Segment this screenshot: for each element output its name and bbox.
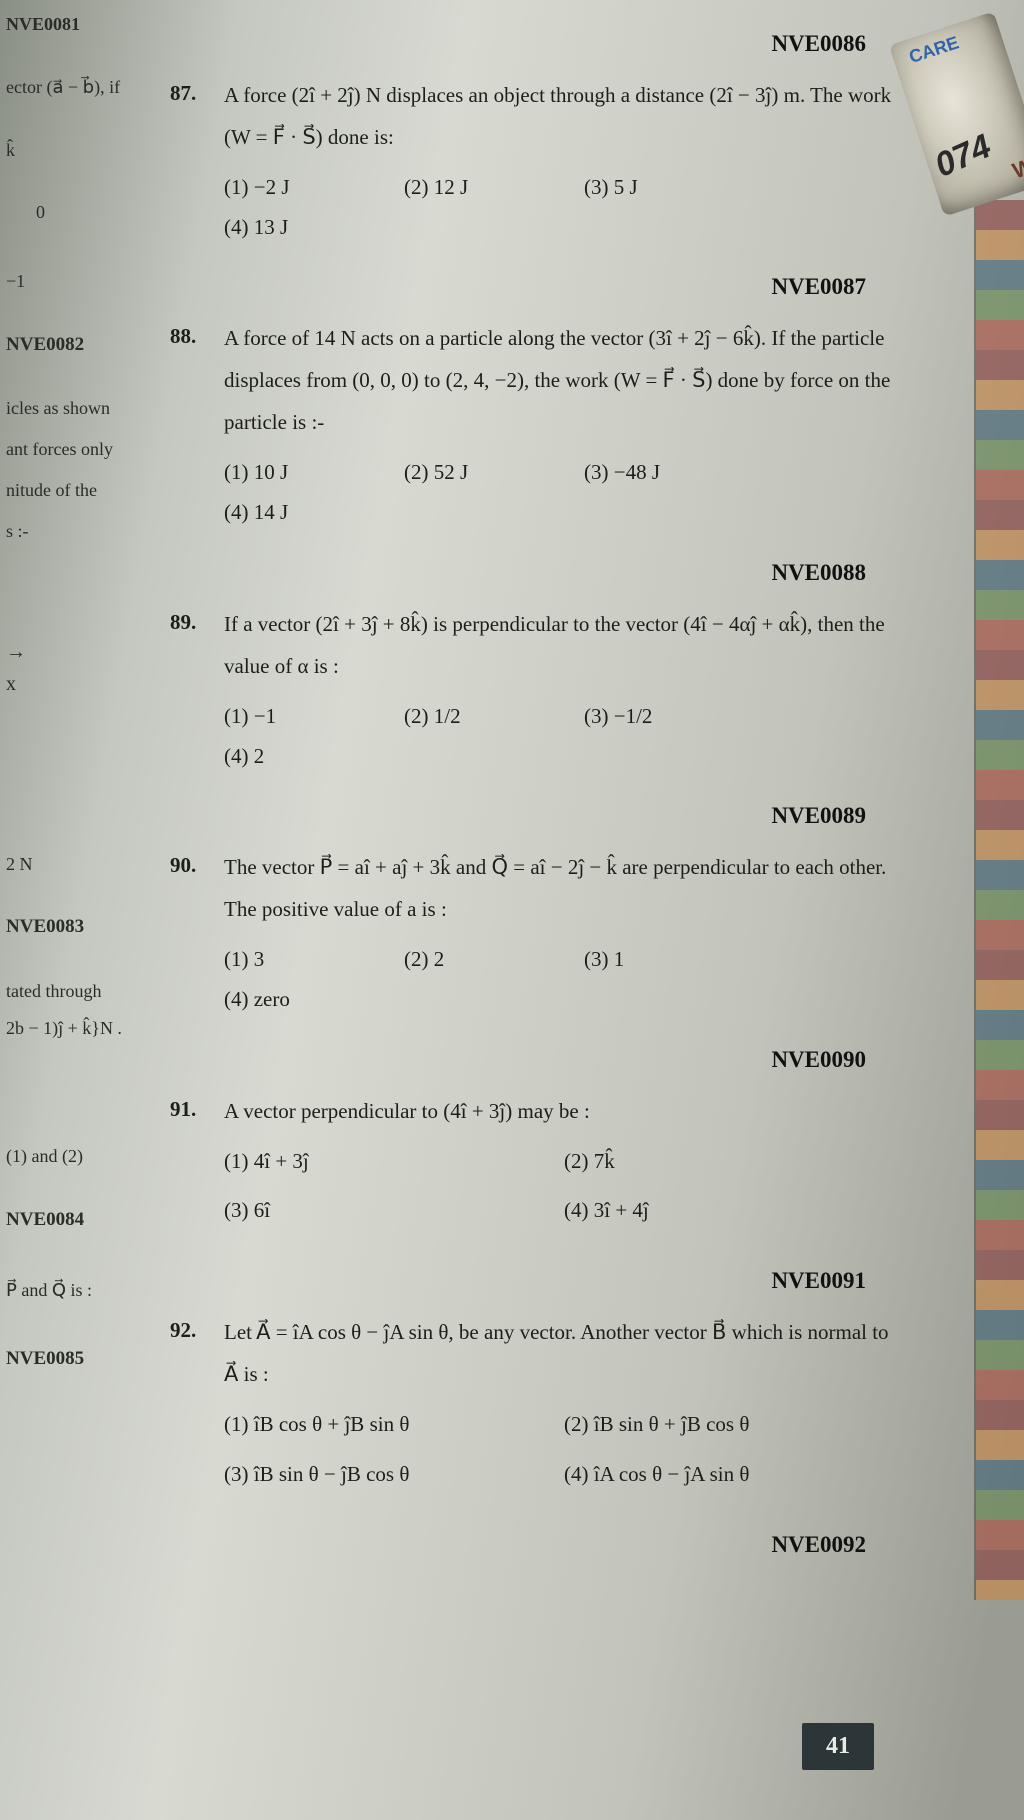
question-column: NVE0086 87. A force (2î + 2ĵ) N displace… [160,0,920,1593]
q92-opt1: (1) îB cos θ + ĵB sin θ [224,1405,524,1445]
q90-number: 90. [170,846,224,1026]
left-frag-tated: tated through [6,977,154,1006]
q88-opt1: (1) 10 J [224,453,364,493]
book-page-edges [974,200,1024,1600]
q92-opt2: (2) îB sin θ + ĵB cos θ [564,1405,864,1445]
code-88: NVE0088 [170,551,866,595]
q87-opt3: (3) 5 J [584,168,724,208]
left-frag-2b: 2b − 1)ĵ + k̂}N . [6,1014,154,1043]
left-frag-1and2: (1) and (2) [6,1142,154,1171]
q91-text: A vector perpendicular to (4î + 3ĵ) may … [224,1090,896,1132]
left-frag-2n: 2 N [6,850,154,879]
stamp-number: 074 [929,127,997,186]
q91-opt4: (4) 3î + 4ĵ [564,1191,864,1231]
left-frag-minus1: −1 [6,267,154,296]
left-code-84: NVE0084 [6,1205,154,1235]
q92-text: Let A⃗ = îA cos θ − ĵA sin θ, be any vec… [224,1311,896,1395]
code-89: NVE0089 [170,794,866,838]
code-86: NVE0086 [170,22,866,66]
q87-text: A force (2î + 2ĵ) N displaces an object … [224,74,896,158]
left-frag-vector: ector (a⃗ − b⃗), if [6,73,154,102]
code-87: NVE0087 [170,265,866,309]
question-91: 91. A vector perpendicular to (4î + 3ĵ) … [170,1090,896,1248]
vector-x-arrow: → x [6,636,154,700]
q92-opt3: (3) îB sin θ − ĵB cos θ [224,1455,524,1495]
left-code-81: NVE0081 [6,10,154,39]
q91-number: 91. [170,1090,224,1248]
question-89: 89. If a vector (2î + 3ĵ + 8k̂) is perpe… [170,603,896,783]
left-code-82: NVE0082 [6,330,154,360]
left-frag-nitude: nitude of the [6,476,154,505]
question-87: 87. A force (2î + 2ĵ) N displaces an obj… [170,74,896,254]
left-frag-icles: icles as shown [6,394,154,423]
code-91: NVE0091 [170,1259,866,1303]
question-92: 92. Let A⃗ = îA cos θ − ĵA sin θ, be any… [170,1311,896,1511]
q90-opt2: (2) 2 [404,940,544,980]
code-90: NVE0090 [170,1038,866,1082]
q89-opt3: (3) −1/2 [584,697,724,737]
q89-opt4: (4) 2 [224,737,364,777]
q87-opt2: (2) 12 J [404,168,544,208]
q90-opt3: (3) 1 [584,940,724,980]
q89-opt2: (2) 1/2 [404,697,544,737]
q89-text: If a vector (2î + 3ĵ + 8k̂) is perpendic… [224,603,896,687]
q88-opt3: (3) −48 J [584,453,724,493]
page-number: 41 [802,1723,874,1770]
question-88: 88. A force of 14 N acts on a particle a… [170,317,896,539]
q89-number: 89. [170,603,224,783]
q91-opt1: (1) 4î + 3ĵ [224,1142,524,1182]
q87-opt1: (1) −2 J [224,168,364,208]
q90-text: The vector P⃗ = aî + aĵ + 3k̂ and Q⃗ = a… [224,846,896,930]
q90-opt1: (1) 3 [224,940,364,980]
left-frag-zero: 0 [36,198,154,227]
q91-opt3: (3) 6î [224,1191,524,1231]
q88-text: A force of 14 N acts on a particle along… [224,317,896,443]
q89-opt1: (1) −1 [224,697,364,737]
code-92: NVE0092 [170,1523,866,1567]
q88-opt4: (4) 14 J [224,493,364,533]
q87-opt4: (4) 13 J [224,208,364,248]
q88-opt2: (2) 52 J [404,453,544,493]
q92-number: 92. [170,1311,224,1511]
q92-opt4: (4) îA cos θ − ĵA sin θ [564,1455,864,1495]
q87-number: 87. [170,74,224,254]
left-code-83: NVE0083 [6,912,154,942]
left-column-fragments: NVE0081 ector (a⃗ − b⃗), if k̂ 0 −1 NVE0… [0,0,160,1820]
q88-number: 88. [170,317,224,539]
q90-opt4: (4) zero [224,980,364,1020]
left-code-85: NVE0085 [6,1344,154,1374]
question-90: 90. The vector P⃗ = aî + aĵ + 3k̂ and Q⃗… [170,846,896,1026]
left-frag-s: s :- [6,517,154,546]
q91-opt2: (2) 7k̂ [564,1142,864,1182]
left-frag-k: k̂ [6,136,154,165]
left-frag-forces: ant forces only [6,435,154,464]
left-frag-pq: P⃗ and Q⃗ is : [6,1276,154,1305]
